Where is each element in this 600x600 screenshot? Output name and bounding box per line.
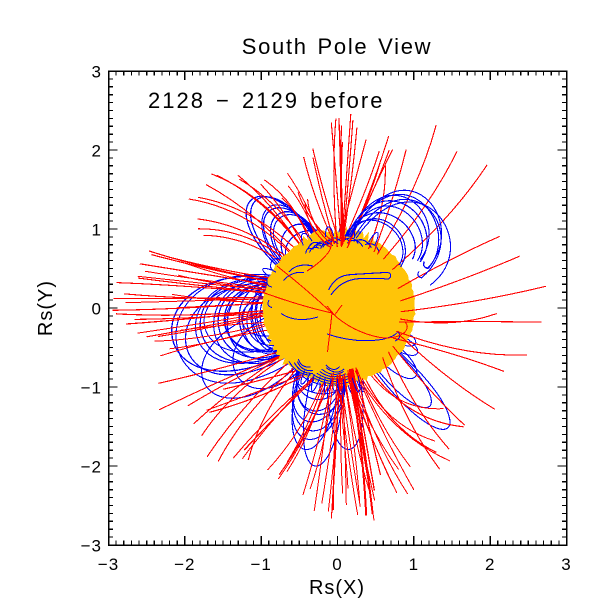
svg-text:2128 − 2129 before: 2128 − 2129 before bbox=[148, 88, 384, 113]
svg-text:2: 2 bbox=[92, 142, 102, 161]
svg-text:1: 1 bbox=[409, 555, 419, 574]
svg-text:0: 0 bbox=[332, 555, 342, 574]
svg-text:Rs(X): Rs(X) bbox=[309, 577, 365, 599]
svg-text:−2: −2 bbox=[174, 555, 195, 574]
svg-text:3: 3 bbox=[92, 63, 102, 82]
svg-text:South Pole View: South Pole View bbox=[242, 34, 433, 59]
svg-text:Rs(Y): Rs(Y) bbox=[35, 280, 57, 336]
svg-text:−3: −3 bbox=[81, 537, 102, 556]
svg-text:1: 1 bbox=[92, 221, 102, 240]
svg-text:2: 2 bbox=[485, 555, 495, 574]
svg-text:3: 3 bbox=[561, 555, 571, 574]
svg-text:−1: −1 bbox=[251, 555, 272, 574]
svg-text:0: 0 bbox=[92, 300, 102, 319]
svg-text:−3: −3 bbox=[98, 555, 119, 574]
svg-text:−2: −2 bbox=[81, 458, 102, 477]
svg-text:−1: −1 bbox=[81, 379, 102, 398]
